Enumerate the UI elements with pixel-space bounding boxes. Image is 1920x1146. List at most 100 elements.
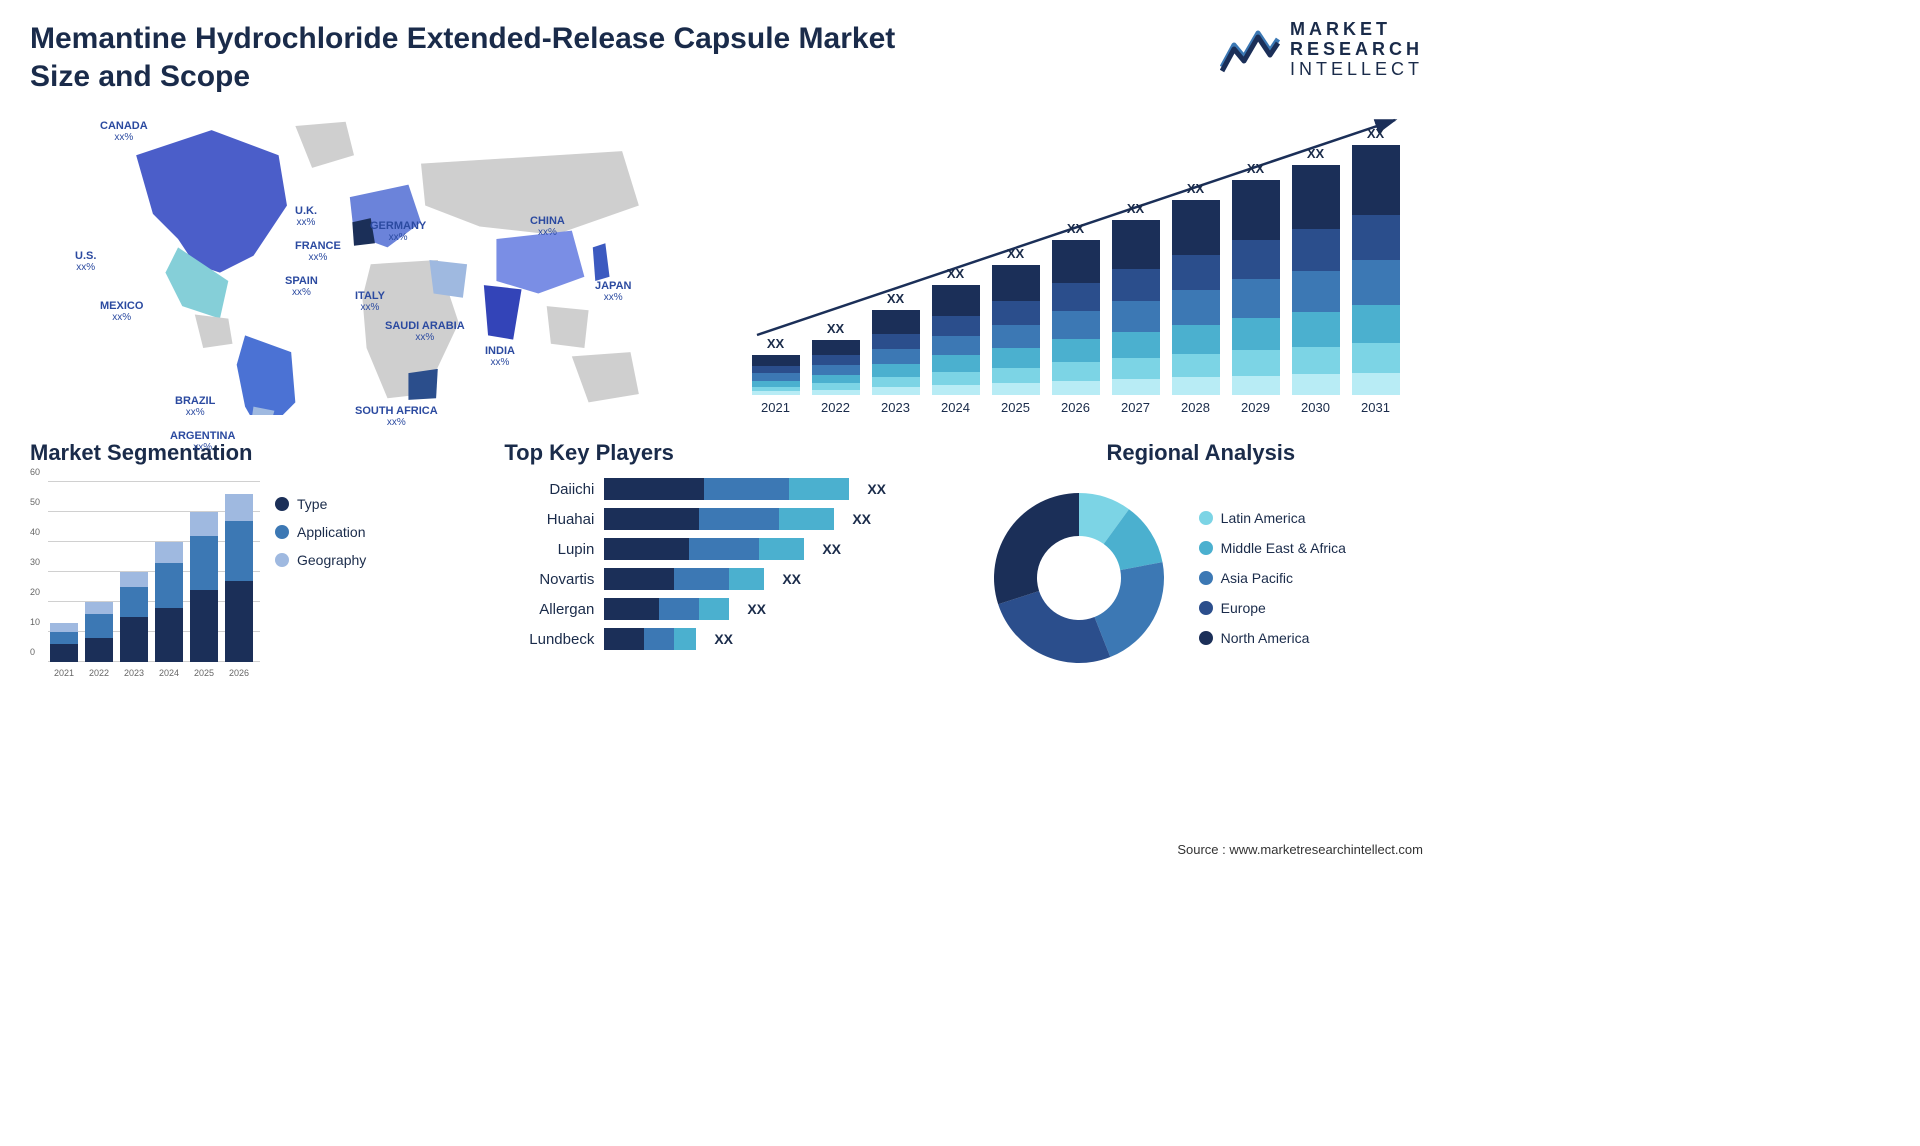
growth-bar	[1232, 180, 1280, 395]
growth-bar	[932, 285, 980, 395]
regional-legend-item: Latin America	[1199, 510, 1346, 526]
growth-bar-year: 2029	[1232, 400, 1280, 415]
map-label: U.S.xx%	[75, 250, 96, 273]
growth-bar-year: 2026	[1052, 400, 1100, 415]
growth-bar-year: 2023	[872, 400, 920, 415]
map-country: SPAIN	[285, 275, 318, 287]
seg-y-tick: 0	[30, 647, 35, 657]
map-value: xx%	[175, 407, 215, 418]
map-value: xx%	[530, 227, 565, 238]
kp-bar-seg	[604, 568, 674, 590]
regional-legend-item: Asia Pacific	[1199, 570, 1346, 586]
swatch-icon	[1199, 571, 1213, 585]
key-players-title: Top Key Players	[504, 440, 948, 466]
map-value: xx%	[100, 132, 148, 143]
seg-year: 2022	[85, 668, 113, 678]
map-label: ARGENTINAxx%	[170, 430, 235, 453]
donut-slice	[998, 591, 1110, 663]
kp-bar-seg	[789, 478, 849, 500]
swatch-icon	[1199, 631, 1213, 645]
key-player-name: Allergan	[504, 601, 594, 618]
key-player-name: Novartis	[504, 571, 594, 588]
map-country: FRANCE	[295, 240, 341, 252]
kp-bar-seg	[674, 628, 696, 650]
map-country: JAPAN	[595, 280, 631, 292]
growth-bar	[1172, 200, 1220, 395]
key-players-chart: Daiichi XX Huahai XX Lupin XX Novartis X…	[504, 478, 948, 650]
key-player-value: XX	[867, 481, 886, 497]
key-player-name: Daiichi	[504, 481, 594, 498]
seg-year: 2024	[155, 668, 183, 678]
regional-legend: Latin America Middle East & Africa Asia Pa…	[1199, 510, 1346, 646]
growth-bar-year: 2021	[752, 400, 800, 415]
map-label: CHINAxx%	[530, 215, 565, 238]
growth-bar-year: 2022	[812, 400, 860, 415]
key-player-value: XX	[782, 571, 801, 587]
growth-bar-value: XX	[872, 291, 920, 306]
kp-bar-seg	[604, 628, 644, 650]
seg-bar	[50, 623, 78, 662]
kp-bar-seg	[644, 628, 674, 650]
key-player-value: XX	[714, 631, 733, 647]
regional-legend-item: Middle East & Africa	[1199, 540, 1346, 556]
growth-bar-value: XX	[992, 246, 1040, 261]
logo-line-3: INTELLECT	[1290, 60, 1423, 80]
growth-bar	[872, 310, 920, 395]
regional-legend-label: Asia Pacific	[1221, 570, 1293, 586]
map-value: xx%	[370, 232, 426, 243]
seg-year: 2023	[120, 668, 148, 678]
seg-bar	[120, 572, 148, 662]
regional-legend-label: Europe	[1221, 600, 1266, 616]
key-player-row: Daiichi XX	[504, 478, 948, 500]
key-player-bar	[604, 598, 729, 620]
growth-bar-value: XX	[812, 321, 860, 336]
growth-bar-value: XX	[1292, 146, 1340, 161]
growth-bar-year: 2030	[1292, 400, 1340, 415]
key-player-row: Lundbeck XX	[504, 628, 948, 650]
key-player-bar	[604, 568, 764, 590]
seg-bar	[225, 494, 253, 662]
regional-panel: Regional Analysis Latin AmericaMiddle Ea…	[979, 440, 1423, 678]
segmentation-title: Market Segmentation	[30, 440, 474, 466]
header: Memantine Hydrochloride Extended-Release…	[30, 20, 1423, 95]
kp-bar-seg	[704, 478, 789, 500]
map-country: ARGENTINA	[170, 430, 235, 442]
key-players-panel: Top Key Players Daiichi XX Huahai XX Lup…	[504, 440, 948, 678]
seg-legend-label: Application	[297, 524, 366, 540]
key-player-value: XX	[747, 601, 766, 617]
growth-bar-value: XX	[932, 266, 980, 281]
swatch-icon	[1199, 601, 1213, 615]
segmentation-chart: 0102030405060202120222023202420252026	[30, 478, 260, 678]
growth-bar-year: 2028	[1172, 400, 1220, 415]
regional-legend-label: North America	[1221, 630, 1310, 646]
kp-bar-seg	[689, 538, 759, 560]
kp-bar-seg	[604, 478, 704, 500]
map-country: SOUTH AFRICA	[355, 405, 438, 417]
source-text: Source : www.marketresearchintellect.com	[1177, 842, 1423, 857]
map-country: INDIA	[485, 345, 515, 357]
key-player-name: Lundbeck	[504, 631, 594, 648]
map-country: ITALY	[355, 290, 385, 302]
key-player-bar	[604, 478, 849, 500]
growth-bar	[1112, 220, 1160, 395]
key-player-name: Lupin	[504, 541, 594, 558]
seg-y-tick: 30	[30, 557, 40, 567]
growth-bar	[752, 355, 800, 395]
kp-bar-seg	[604, 538, 689, 560]
growth-bar-chart: XX2021XX2022XX2023XX2024XX2025XX2026XX20…	[742, 105, 1424, 415]
key-player-bar	[604, 508, 834, 530]
seg-legend-item: Application	[275, 524, 366, 540]
map-svg	[30, 105, 712, 415]
map-value: xx%	[595, 292, 631, 303]
segmentation-legend: TypeApplicationGeography	[275, 478, 366, 678]
map-label: SOUTH AFRICAxx%	[355, 405, 438, 428]
donut-slice	[994, 493, 1079, 604]
map-value: xx%	[75, 262, 96, 273]
seg-year: 2025	[190, 668, 218, 678]
regional-legend-label: Latin America	[1221, 510, 1306, 526]
map-label: SPAINxx%	[285, 275, 318, 298]
growth-bar	[992, 265, 1040, 395]
map-value: xx%	[100, 312, 143, 323]
seg-year: 2026	[225, 668, 253, 678]
kp-bar-seg	[604, 598, 659, 620]
